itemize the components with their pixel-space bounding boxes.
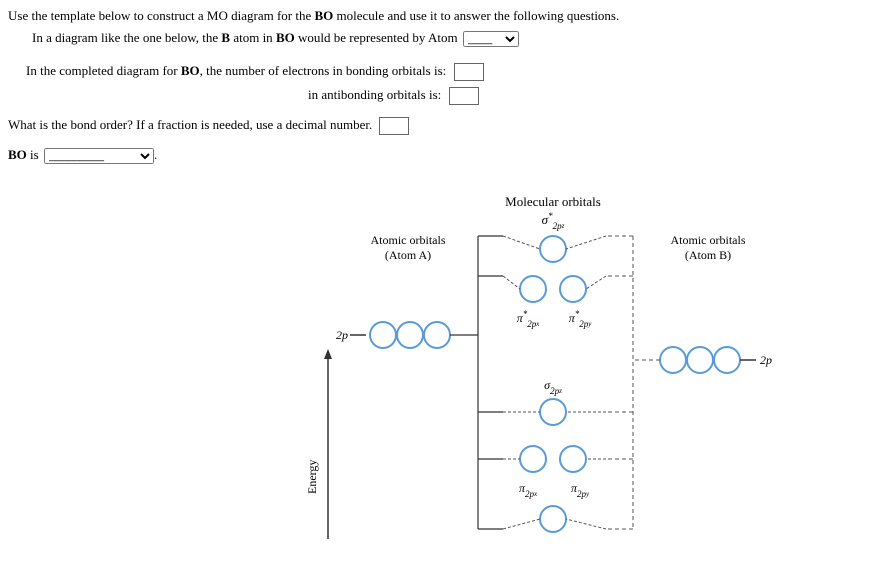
q4: What is the bond order? If a fraction is… xyxy=(8,117,372,132)
pi-y-label: π2py xyxy=(571,481,590,499)
lower-orbital xyxy=(540,506,566,532)
q5b: is xyxy=(27,147,39,162)
q1d: BO xyxy=(276,30,295,45)
molecular-title: Molecular orbitals xyxy=(505,194,601,209)
antibonding-line: in antibonding orbitals is: xyxy=(308,87,879,105)
atom-a-title1: Atomic orbitals xyxy=(371,233,446,247)
diag-b-low xyxy=(566,519,606,529)
q1c: atom in xyxy=(230,30,276,45)
energy-arrowhead xyxy=(324,349,332,359)
q1b: B xyxy=(221,30,230,45)
antibonding-input[interactable] xyxy=(449,87,479,105)
diag-a-low xyxy=(503,519,540,529)
pi-x-label: π2px xyxy=(519,481,538,499)
diag-b-pistar xyxy=(586,276,606,289)
pi-x-orbital xyxy=(520,446,546,472)
q3: in antibonding orbitals is: xyxy=(308,87,441,102)
atom-b-2p-3 xyxy=(714,347,740,373)
atom-b-title2: (Atom B) xyxy=(685,248,731,262)
pi-star-y-label: π*2py xyxy=(569,309,593,329)
pi-star-y-orbital xyxy=(560,276,586,302)
atom-a-2p-1 xyxy=(370,322,396,348)
atom-b-2p-2 xyxy=(687,347,713,373)
pi-star-x-label: π*2px xyxy=(517,309,541,329)
intro-mol: BO xyxy=(315,8,334,23)
sigma-label: σ2pz xyxy=(544,378,562,396)
pi-y-orbital xyxy=(560,446,586,472)
intro-text-a: Use the template below to construct a MO… xyxy=(8,8,315,23)
bondorder-input[interactable] xyxy=(379,117,409,135)
atom-b-2p-1 xyxy=(660,347,686,373)
q2c: , the number of electrons in bonding orb… xyxy=(200,63,447,78)
mo-diagram-svg: Molecular orbitals Atomic orbitals (Atom… xyxy=(288,194,808,574)
atom-a-2p-2 xyxy=(397,322,423,348)
diag-a-pistar xyxy=(503,276,520,289)
bonding-line: In the completed diagram for BO, the num… xyxy=(26,63,879,81)
diag-a-sigmastar xyxy=(503,236,540,249)
sigma-star-label: σ*2pz xyxy=(542,211,565,231)
atom-b-title1: Atomic orbitals xyxy=(671,233,746,247)
q5p: . xyxy=(154,147,157,162)
bondorder-line: What is the bond order? If a fraction is… xyxy=(8,117,879,135)
atom-a-title2: (Atom A) xyxy=(385,248,431,262)
atom-b-2p-label: 2p xyxy=(760,353,772,367)
diag-b-sigmastar xyxy=(566,236,606,249)
intro-line: Use the template below to construct a MO… xyxy=(8,8,879,24)
energy-label: Energy xyxy=(305,460,319,494)
state-select[interactable]: _________ xyxy=(44,148,154,164)
q1e: would be represented by Atom xyxy=(295,30,458,45)
mo-diagram: Molecular orbitals Atomic orbitals (Atom… xyxy=(288,194,879,578)
q5a: BO xyxy=(8,147,27,162)
atom-question-line: In a diagram like the one below, the B a… xyxy=(32,30,879,47)
intro-text-b: molecule and use it to answer the follow… xyxy=(333,8,619,23)
bonding-input[interactable] xyxy=(454,63,484,81)
atom-select[interactable]: ____ xyxy=(463,31,519,47)
atom-a-2p-3 xyxy=(424,322,450,348)
atom-a-2p-label: 2p xyxy=(336,328,348,342)
q2a: In the completed diagram for xyxy=(26,63,181,78)
sigma-star-orbital xyxy=(540,236,566,262)
state-line: BO is _________. xyxy=(8,147,879,164)
sigma-orbital xyxy=(540,399,566,425)
q1a: In a diagram like the one below, the xyxy=(32,30,221,45)
pi-star-x-orbital xyxy=(520,276,546,302)
q2b: BO xyxy=(181,63,200,78)
